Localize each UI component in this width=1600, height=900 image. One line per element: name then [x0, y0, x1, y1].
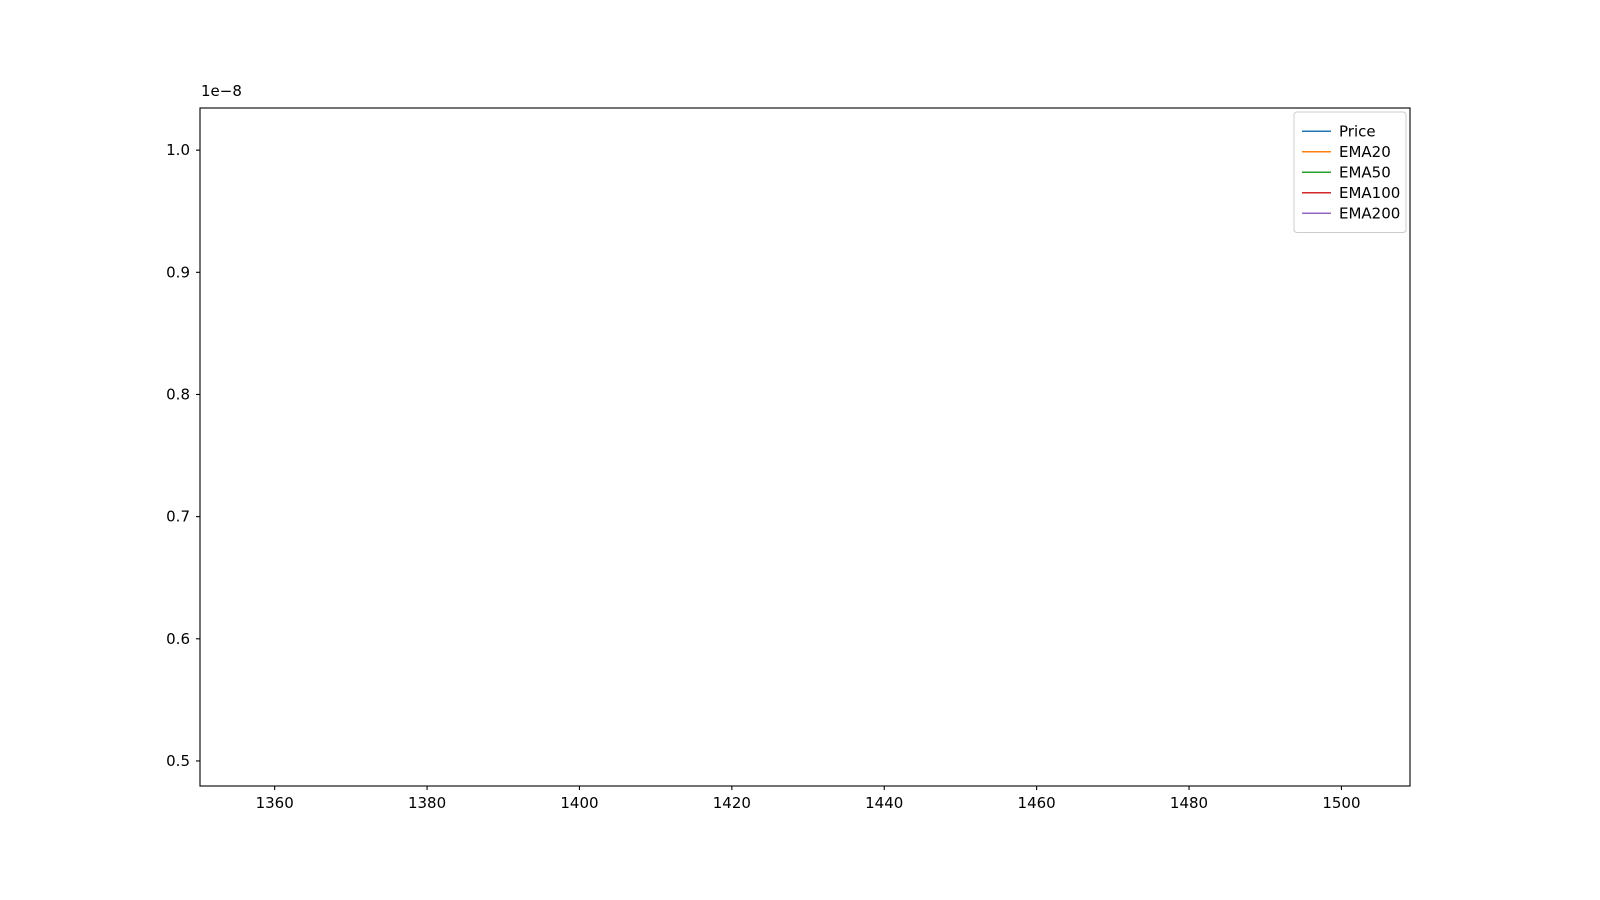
- x-tick-label: 1380: [408, 794, 446, 812]
- legend[interactable]: Price EMA20 EMA50 EMA100 EMA200: [1293, 111, 1407, 233]
- axes-area: [199, 107, 1411, 787]
- legend-label-ema200[interactable]: EMA200: [1339, 204, 1400, 222]
- axis-ticks-group: [196, 149, 1342, 790]
- y-tick-label: 0.6: [166, 630, 190, 648]
- legend-label-ema20[interactable]: EMA20: [1339, 143, 1391, 161]
- y-tick-label: 0.7: [166, 508, 190, 526]
- y-tick-label: 1.0: [166, 141, 190, 159]
- legend-label-ema50[interactable]: EMA50: [1339, 163, 1391, 181]
- axes-spines: [199, 107, 1411, 787]
- x-tick-label: 1420: [713, 794, 751, 812]
- y-tick-label: 0.5: [166, 752, 190, 770]
- y-tick-label: 0.8: [166, 385, 190, 403]
- x-tick-label: 1400: [560, 794, 598, 812]
- y-tick-label: 0.9: [166, 263, 190, 281]
- legend-label-ema100[interactable]: EMA100: [1339, 184, 1400, 202]
- x-tick-label: 1460: [1018, 794, 1056, 812]
- x-tick-label: 1480: [1170, 794, 1208, 812]
- axis-labels-group: 1360 1380 1400 1420 1440 1460 1480 1500 0.5 0.6 0.…: [166, 141, 1360, 812]
- y-axis-offset-label: 1e−8: [201, 82, 242, 100]
- legend-label-price[interactable]: Price: [1339, 122, 1376, 140]
- y-axis-offset-text: 1e−8: [201, 82, 242, 100]
- legend-frame: [1293, 111, 1407, 233]
- x-tick-label: 1440: [865, 794, 903, 812]
- x-tick-label: 1360: [256, 794, 294, 812]
- x-tick-label: 1500: [1322, 794, 1360, 812]
